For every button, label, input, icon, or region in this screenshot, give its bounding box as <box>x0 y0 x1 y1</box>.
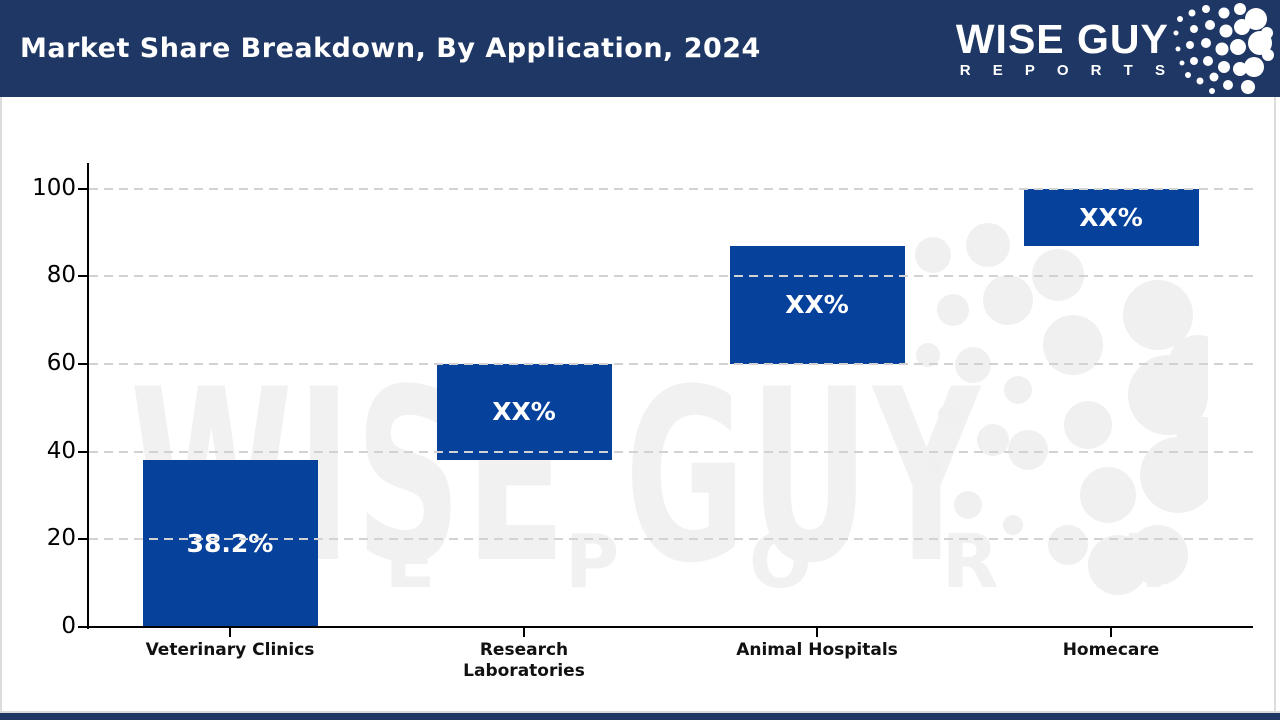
category-label: Homecare <box>991 640 1231 661</box>
y-tick-label: 40 <box>46 437 76 464</box>
logo-name: WISE GUY <box>955 16 1169 62</box>
category-label-line: Veterinary Clinics <box>145 640 315 660</box>
gridline <box>89 450 1253 453</box>
gridline <box>89 363 1253 366</box>
y-axis-spine <box>87 163 89 629</box>
x-axis-spine <box>87 626 1253 628</box>
y-tick <box>78 187 89 190</box>
wise-guy-logo: WISE GUY R E P O R T S <box>951 2 1274 94</box>
category-label: Veterinary Clinics <box>110 640 350 661</box>
bar-value-label: XX% <box>785 290 849 320</box>
bar: XX% <box>436 364 612 460</box>
bar-value-label: XX% <box>1079 202 1143 232</box>
footer-bar <box>0 713 1280 720</box>
category-label: Research Laboratories <box>404 640 644 682</box>
bar: XX% <box>1023 188 1199 246</box>
x-tick <box>816 628 818 637</box>
y-tick-label: 80 <box>46 262 76 289</box>
bottom-divider <box>0 711 1280 713</box>
logo-text: WISE GUY R E P O R T S <box>951 16 1174 79</box>
gridline <box>89 275 1253 278</box>
x-tick <box>229 628 231 637</box>
y-tick-label: 100 <box>32 174 76 201</box>
y-tick <box>78 538 89 541</box>
x-tick <box>1110 628 1112 637</box>
bar-value-label: XX% <box>492 397 556 427</box>
bar: XX% <box>729 245 905 364</box>
category-label-line: Laboratories <box>463 661 585 681</box>
bar-value-label: 38.2% <box>186 528 274 558</box>
x-tick <box>523 628 525 637</box>
y-tick <box>78 275 89 278</box>
watermark-head-dots-icon <box>915 223 1208 595</box>
y-tick-label: 60 <box>46 350 76 377</box>
y-tick-label: 20 <box>46 525 76 552</box>
category-label-line: Animal Hospitals <box>736 640 898 660</box>
header-bar: Market Share Breakdown, By Application, … <box>0 0 1280 97</box>
gridline <box>89 538 1253 541</box>
logo-head-dots-icon <box>1173 2 1274 94</box>
y-tick <box>78 626 89 628</box>
y-tick <box>78 450 89 453</box>
y-tick-label: 0 <box>61 613 76 639</box>
bar: 38.2% <box>142 459 318 627</box>
y-tick <box>78 363 89 366</box>
chart-title: Market Share Breakdown, By Application, … <box>20 33 761 64</box>
category-label: Animal Hospitals <box>697 640 937 661</box>
chart-area: WISE GUY R E P O R T S <box>0 97 1280 711</box>
category-label-line: Homecare <box>1062 640 1160 660</box>
category-label-line: Research <box>479 640 569 660</box>
logo-tagline: R E P O R T S <box>959 62 1174 79</box>
gridline <box>89 187 1253 190</box>
